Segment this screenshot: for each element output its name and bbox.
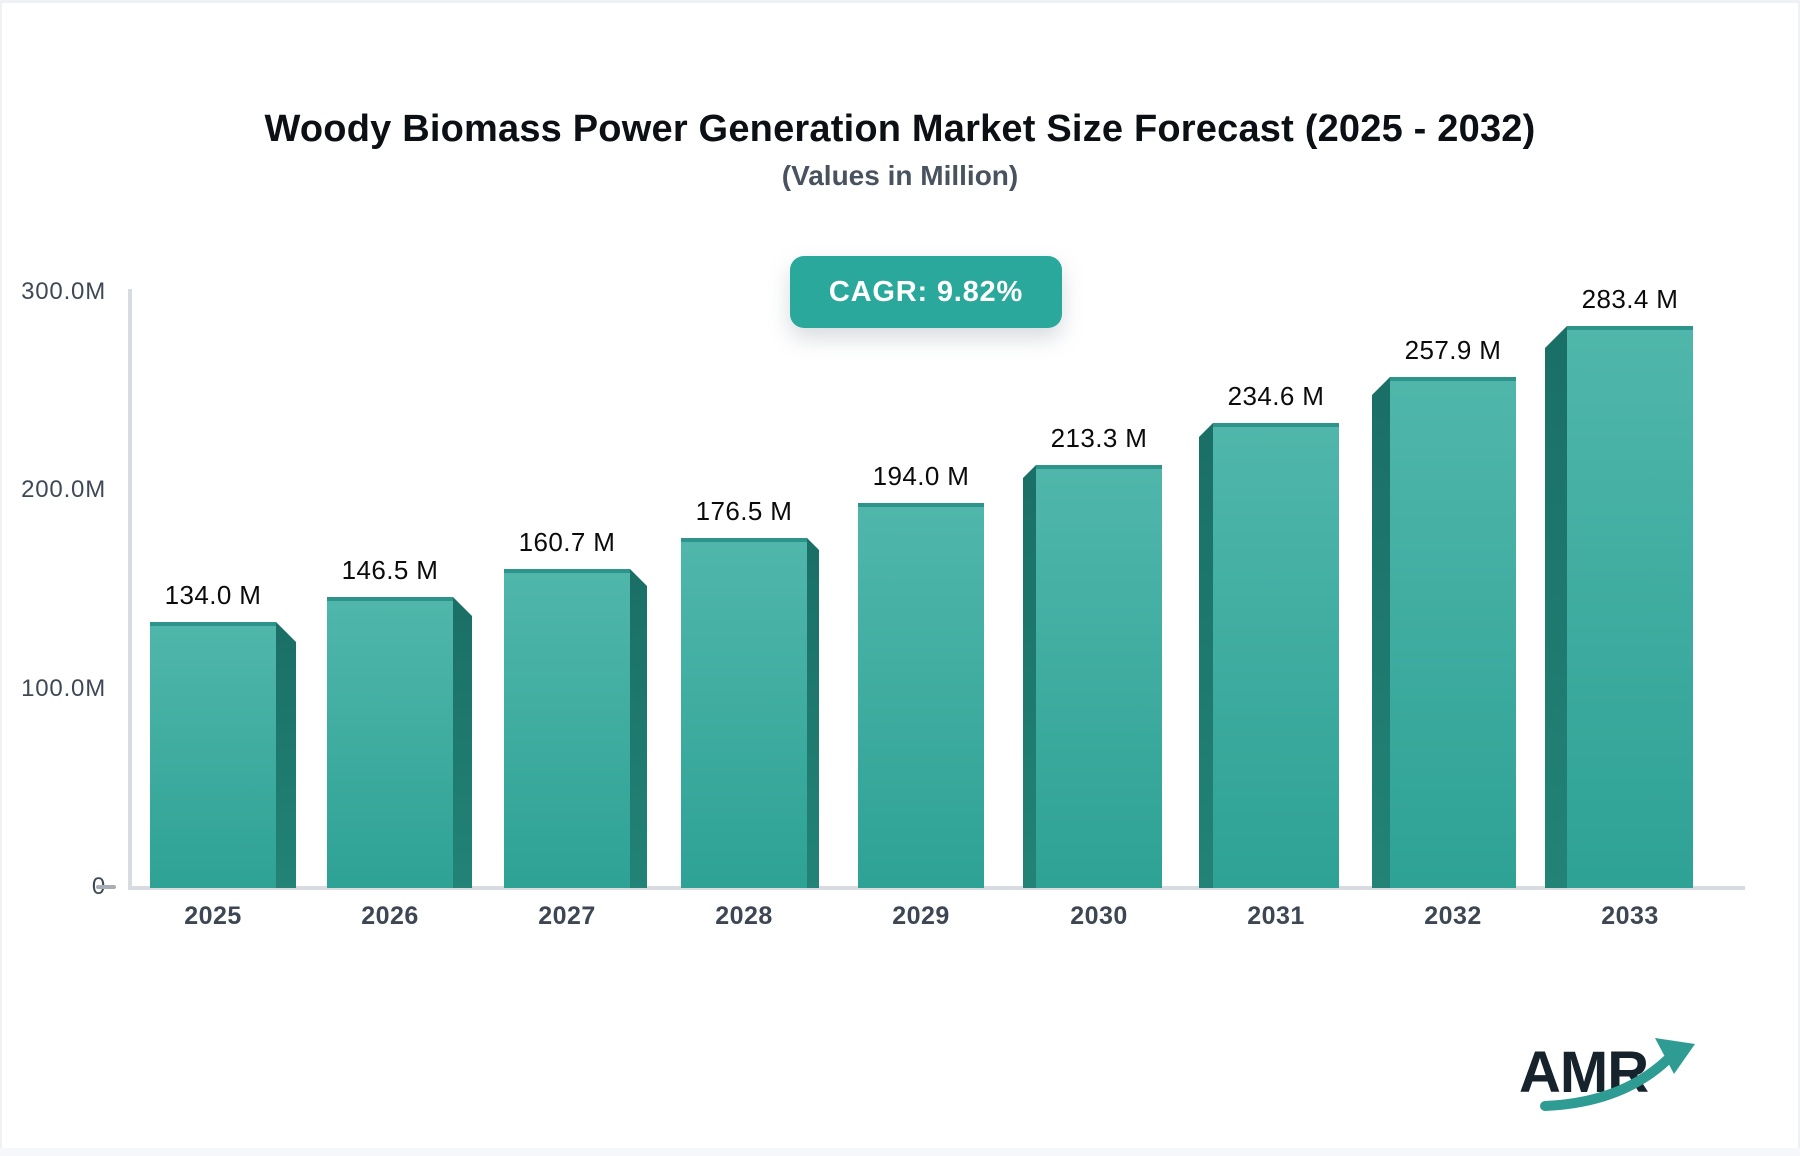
y-tick-label: 200.0M: [21, 476, 106, 504]
bar-2032: [1390, 377, 1516, 888]
bar-2030: [1036, 465, 1162, 888]
y-tick-mark: [96, 885, 116, 889]
bar-value-label: 146.5 M: [341, 555, 439, 585]
x-tick-label: 2026: [361, 902, 419, 930]
amr-logo-graphic: AMR: [1519, 1038, 1695, 1111]
bar-value-label: 257.9 M: [1404, 335, 1502, 365]
bar-value-label: 194.0 M: [872, 461, 970, 491]
x-tick-label: 2031: [1247, 902, 1305, 930]
amr-logo: AMR: [1515, 1028, 1715, 1112]
bar-2033: [1567, 326, 1693, 888]
x-tick-label: 2029: [892, 902, 950, 930]
x-tick-label: 2028: [715, 902, 773, 930]
bar-value-label: 283.4 M: [1581, 284, 1679, 314]
x-tick-label: 2027: [538, 902, 596, 930]
amr-logo-text: AMR: [1519, 1040, 1648, 1105]
bar-side-face: [630, 569, 647, 888]
x-tick-label: 2033: [1601, 902, 1659, 930]
bar-side-face: [453, 597, 472, 888]
bar-side-face: [1023, 465, 1036, 888]
bar-side-face: [807, 538, 819, 888]
bar-2031: [1213, 423, 1339, 888]
amr-logo-swoosh: [1540, 1055, 1672, 1111]
y-tick-label: 300.0M: [21, 278, 106, 306]
bar-side-face: [1545, 326, 1567, 888]
chart-subtitle: (Values in Million): [781, 160, 1019, 191]
y-axis-line: [128, 289, 132, 890]
x-tick-label: 2025: [184, 902, 242, 930]
y-tick-label: 100.0M: [21, 674, 106, 702]
bar-value-label: 134.0 M: [164, 580, 262, 610]
bar-side-face: [1199, 423, 1213, 888]
y-tick-label: 0: [0, 873, 106, 901]
cagr-badge-label: CAGR: 9.82%: [828, 275, 1024, 308]
bar-value-label: 213.3 M: [1050, 423, 1148, 453]
bar-value-label: 160.7 M: [518, 527, 616, 557]
amr-logo-arrowhead-icon: [1655, 1038, 1695, 1074]
bar-2027: [504, 569, 630, 888]
x-tick-label: 2030: [1070, 902, 1128, 930]
bar-2025: [150, 622, 276, 888]
bar-value-label: 176.5 M: [695, 496, 793, 526]
bar-2029: [858, 503, 984, 888]
cagr-badge: CAGR: 9.82%: [790, 256, 1062, 328]
bar-2028: [681, 538, 807, 888]
x-axis-line: [128, 886, 1745, 890]
bar-2026: [327, 597, 453, 888]
bar-side-face: [1372, 377, 1390, 888]
chart-title: Woody Biomass Power Generation Market Si…: [264, 108, 1536, 150]
bar-side-face: [276, 622, 296, 888]
x-tick-label: 2032: [1424, 902, 1482, 930]
bar-value-label: 234.6 M: [1227, 381, 1325, 411]
